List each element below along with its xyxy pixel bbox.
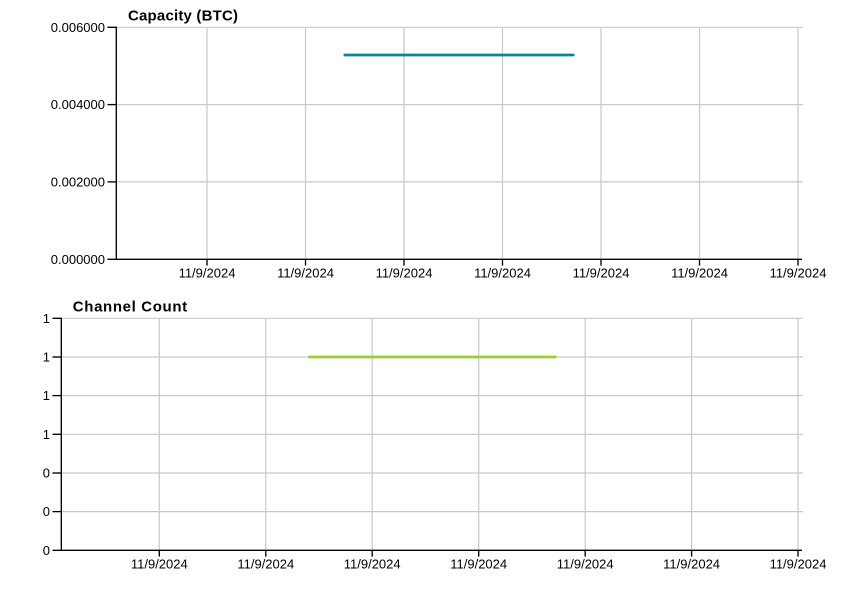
svg-text:0.000000: 0.000000 [51, 252, 105, 267]
svg-text:11/9/2024: 11/9/2024 [573, 266, 630, 281]
svg-text:11/9/2024: 11/9/2024 [770, 557, 827, 572]
svg-text:1: 1 [43, 427, 50, 442]
svg-text:11/9/2024: 11/9/2024 [277, 266, 334, 281]
svg-text:1: 1 [43, 350, 50, 365]
svg-text:11/9/2024: 11/9/2024 [179, 266, 236, 281]
svg-text:0.004000: 0.004000 [51, 97, 105, 112]
svg-text:11/9/2024: 11/9/2024 [474, 266, 531, 281]
svg-text:Capacity (BTC): Capacity (BTC) [128, 7, 238, 24]
svg-text:11/9/2024: 11/9/2024 [663, 557, 720, 572]
svg-text:11/9/2024: 11/9/2024 [344, 557, 401, 572]
svg-text:11/9/2024: 11/9/2024 [376, 266, 433, 281]
svg-text:0: 0 [43, 504, 50, 519]
svg-text:0.006000: 0.006000 [51, 20, 105, 35]
svg-text:11/9/2024: 11/9/2024 [450, 557, 507, 572]
svg-text:11/9/2024: 11/9/2024 [671, 266, 728, 281]
svg-text:Channel Count: Channel Count [73, 298, 188, 315]
svg-text:0: 0 [43, 466, 50, 481]
svg-text:0: 0 [43, 543, 50, 558]
svg-text:1: 1 [43, 388, 50, 403]
svg-text:11/9/2024: 11/9/2024 [770, 266, 827, 281]
svg-text:0.002000: 0.002000 [51, 175, 105, 190]
svg-text:11/9/2024: 11/9/2024 [557, 557, 614, 572]
svg-text:1: 1 [43, 311, 50, 326]
svg-text:11/9/2024: 11/9/2024 [131, 557, 188, 572]
svg-text:11/9/2024: 11/9/2024 [237, 557, 294, 572]
